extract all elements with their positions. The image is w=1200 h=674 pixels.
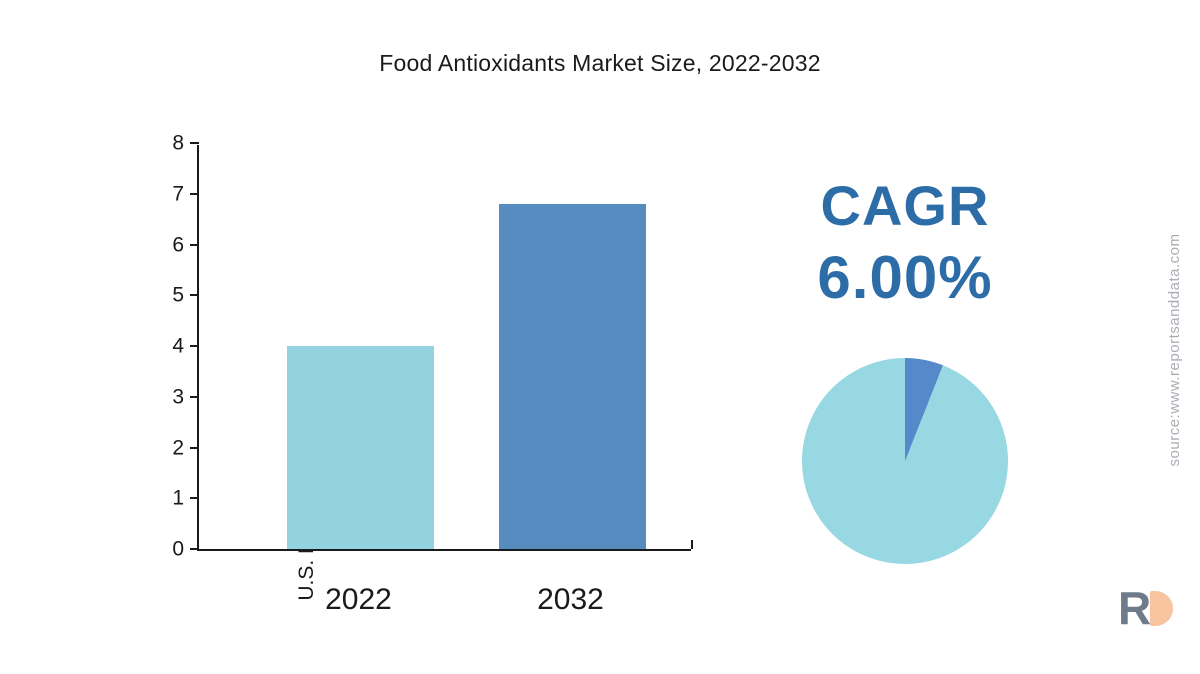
y-tick-mark [190, 243, 199, 246]
bar-2022 [287, 346, 434, 549]
cagr-label: CAGR [820, 174, 990, 237]
logo-d-shape [1150, 591, 1174, 626]
y-tick-mark [190, 497, 199, 500]
chart-title: Food Antioxidants Market Size, 2022-2032 [379, 50, 821, 76]
y-tick-label: 7 [172, 182, 184, 206]
x-axis-label-2022: 2022 [325, 583, 392, 616]
y-tick-mark [190, 446, 199, 449]
cagr-pie-chart [802, 358, 1008, 564]
x-axis-labels: 2022 2032 [197, 583, 691, 623]
y-tick-label: 2 [172, 436, 184, 459]
y-tick-mark [190, 192, 199, 195]
y-tick-mark [190, 294, 199, 297]
y-tick-label: 8 [172, 131, 184, 155]
y-tick-label: 1 [172, 486, 184, 510]
y-tick-mark [190, 142, 199, 144]
reportsanddata-logo: R [1118, 582, 1174, 634]
y-tick-mark [190, 345, 199, 347]
bar-2032 [499, 204, 646, 549]
x-axis-label-2032: 2032 [537, 583, 604, 616]
y-tick-label: 0 [172, 537, 184, 561]
x-axis-end-tick [691, 540, 693, 549]
source-attribution: source:www.reportsanddata.com [1166, 233, 1183, 467]
cagr-callout: CAGR 6.00% [760, 178, 1050, 308]
y-tick-label: 6 [172, 233, 184, 256]
y-tick-mark [190, 395, 199, 398]
cagr-value: 6.00% [817, 244, 993, 311]
y-tick-label: 4 [172, 334, 184, 358]
y-tick-mark [190, 548, 199, 550]
y-tick-label: 3 [172, 385, 184, 409]
y-tick-label: 5 [172, 283, 184, 307]
logo-letter-r: R [1118, 582, 1151, 634]
